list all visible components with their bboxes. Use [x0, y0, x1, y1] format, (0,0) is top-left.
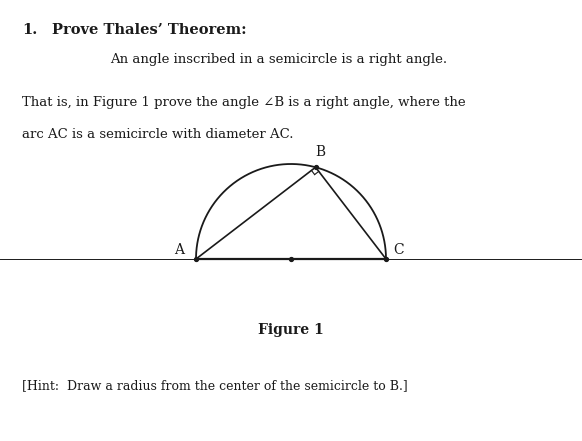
Text: C: C	[393, 243, 404, 257]
Text: B: B	[315, 145, 326, 159]
Text: A: A	[174, 243, 184, 257]
Text: Figure 1: Figure 1	[258, 323, 324, 337]
Text: [Hint:  Draw a radius from the center of the semicircle to B.]: [Hint: Draw a radius from the center of …	[22, 379, 408, 392]
Text: That is, in Figure 1 prove the angle ∠B is a right angle, where the: That is, in Figure 1 prove the angle ∠B …	[22, 96, 466, 109]
Text: 1.: 1.	[22, 23, 37, 37]
Text: An angle inscribed in a semicircle is a right angle.: An angle inscribed in a semicircle is a …	[110, 53, 447, 66]
Text: arc AC is a semicircle with diameter AC.: arc AC is a semicircle with diameter AC.	[22, 128, 293, 141]
Text: Prove Thales’ Theorem:: Prove Thales’ Theorem:	[52, 23, 247, 37]
